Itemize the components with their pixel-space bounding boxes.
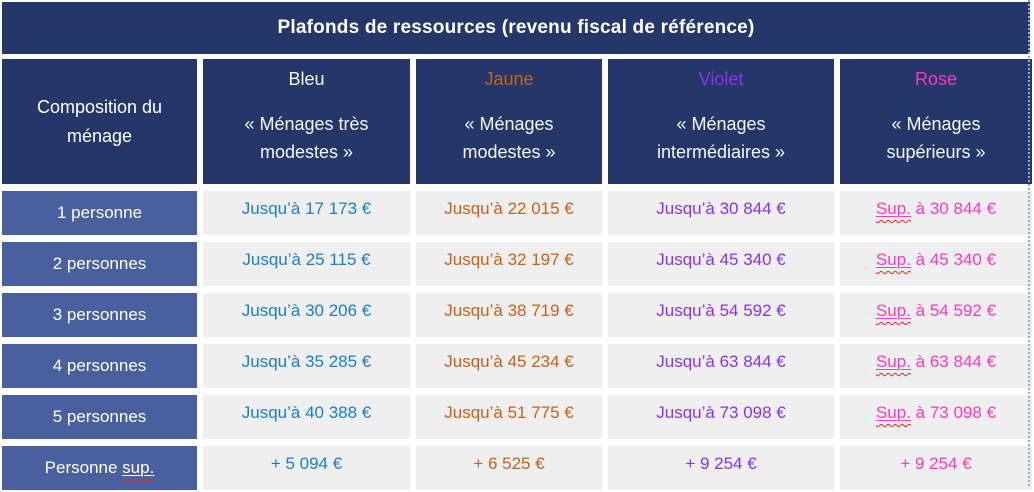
cell-bleu-3: Jusqu’à 30 206 € <box>203 293 410 337</box>
row-label-2-personnes: 2 personnes <box>2 242 197 286</box>
cell-jaune-4: Jusqu’à 45 234 € <box>416 344 602 388</box>
column-subtitle-rose: « Ménages supérieurs » <box>886 114 986 163</box>
cell-bleu-sup: + 5 094 € <box>203 446 410 490</box>
cell-bleu-4: Jusqu’à 35 285 € <box>203 344 410 388</box>
cell-violet-5: Jusqu’à 73 098 € <box>608 395 834 439</box>
cell-bleu-5: Jusqu’à 40 388 € <box>203 395 410 439</box>
cell-jaune-5: Jusqu’à 51 775 € <box>416 395 602 439</box>
row-label-personne-sup: Personne sup. <box>2 446 197 490</box>
cell-rose-1: Sup. à 30 844 € <box>840 191 1032 235</box>
table-grid: Composition du ménage Bleu « Ménages trè… <box>2 59 1032 490</box>
cell-violet-1: Jusqu’à 30 844 € <box>608 191 834 235</box>
column-subtitle-violet: « Ménages intermédiaires » <box>656 114 786 163</box>
cell-rose-3: Sup. à 54 592 € <box>840 293 1032 337</box>
cell-jaune-3: Jusqu’à 38 719 € <box>416 293 602 337</box>
column-subtitle-jaune: « Ménages modestes » <box>462 114 556 163</box>
right-dashed-gridline <box>1028 0 1030 486</box>
cell-violet-2: Jusqu’à 45 340 € <box>608 242 834 286</box>
cell-bleu-2: Jusqu’à 25 115 € <box>203 242 410 286</box>
column-header-bleu: Bleu « Ménages très modestes » <box>203 59 410 184</box>
cell-violet-3: Jusqu’à 54 592 € <box>608 293 834 337</box>
cell-jaune-2: Jusqu’à 32 197 € <box>416 242 602 286</box>
row-label-1-personne: 1 personne <box>2 191 197 235</box>
cell-jaune-1: Jusqu’à 22 015 € <box>416 191 602 235</box>
cell-jaune-sup: + 6 525 € <box>416 446 602 490</box>
column-subtitle-bleu: « Ménages très modestes » <box>244 114 369 163</box>
cell-rose-sup: + 9 254 € <box>840 446 1032 490</box>
cell-rose-2: Sup. à 45 340 € <box>840 242 1032 286</box>
table-title-bar: Plafonds de ressources (revenu fiscal de… <box>2 2 1030 54</box>
column-name-bleu: Bleu <box>288 69 325 89</box>
cell-bleu-1: Jusqu’à 17 173 € <box>203 191 410 235</box>
column-header-jaune: Jaune « Ménages modestes » <box>416 59 602 184</box>
column-header-rose: Rose « Ménages supérieurs » <box>840 59 1032 184</box>
corner-header-composition: Composition du ménage <box>2 59 197 184</box>
cell-violet-4: Jusqu’à 63 844 € <box>608 344 834 388</box>
cell-rose-4: Sup. à 63 844 € <box>840 344 1032 388</box>
column-name-violet: Violet <box>698 69 744 89</box>
row-label-3-personnes: 3 personnes <box>2 293 197 337</box>
corner-header-label: Composition du ménage <box>36 96 163 146</box>
row-label-5-personnes: 5 personnes <box>2 395 197 439</box>
column-header-violet: Violet « Ménages intermédiaires » <box>608 59 834 184</box>
column-name-rose: Rose <box>914 69 958 89</box>
cell-violet-sup: + 9 254 € <box>608 446 834 490</box>
table-title: Plafonds de ressources (revenu fiscal de… <box>277 17 755 38</box>
cell-rose-5: Sup. à 73 098 € <box>840 395 1032 439</box>
column-name-jaune: Jaune <box>484 69 534 89</box>
row-label-4-personnes: 4 personnes <box>2 344 197 388</box>
